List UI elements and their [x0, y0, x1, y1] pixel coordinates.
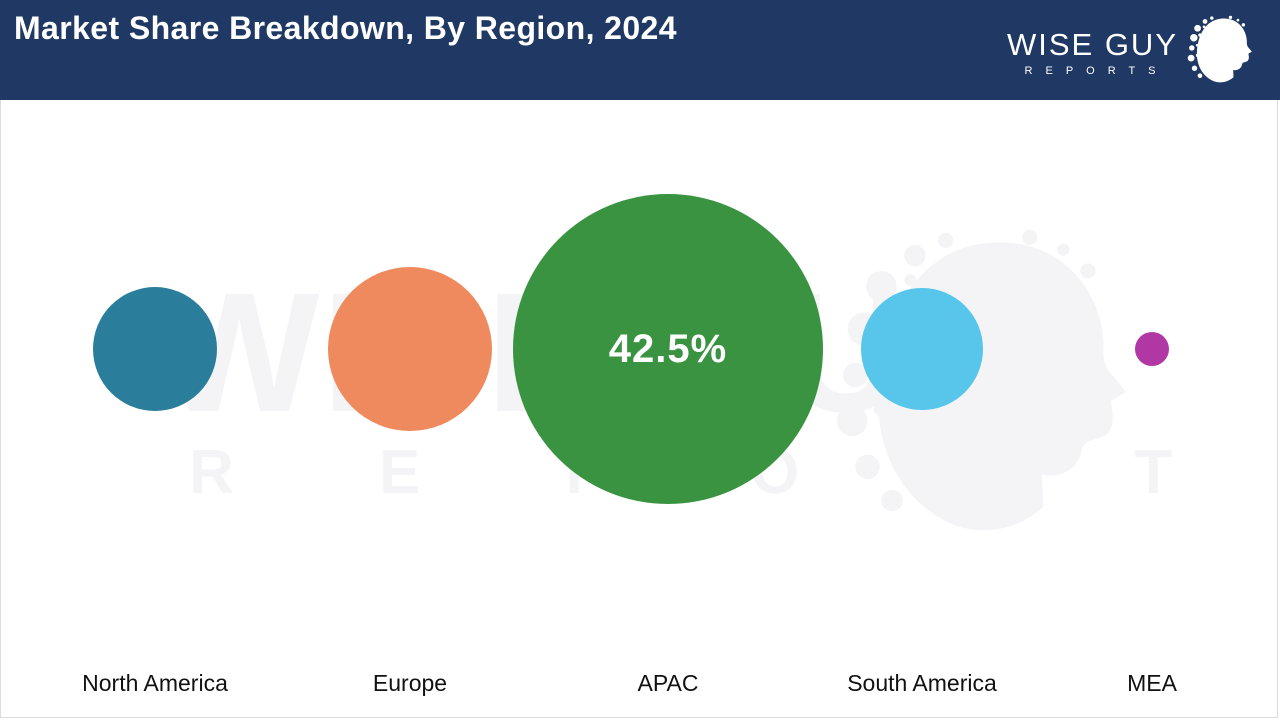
logo-wordmark: WISE GUY	[1006, 27, 1178, 63]
wise-guy-reports-logo: WISE GUY R E P O R T S	[1007, 14, 1258, 92]
chart-area: WISE GUY R E P O R T S 42.5% North Ameri…	[0, 100, 1280, 718]
bubble-north-america	[93, 287, 217, 411]
header-bar: Market Share Breakdown, By Region, 2024 …	[0, 0, 1280, 100]
category-label-apac: APAC	[637, 670, 699, 696]
category-label-south-america: South America	[847, 670, 997, 696]
bubble-south-america	[861, 288, 983, 410]
bubble-europe	[328, 267, 492, 431]
logo-head-icon	[1186, 14, 1258, 92]
bubble-layer: 42.5%	[1, 100, 1277, 717]
bubble-mea	[1135, 332, 1169, 366]
logo-text: WISE GUY R E P O R T S	[1007, 29, 1178, 77]
logo-subtext: R E P O R T S	[1024, 64, 1161, 77]
category-label-north-america: North America	[82, 670, 228, 696]
category-label-mea: MEA	[1127, 670, 1177, 696]
category-label-europe: Europe	[372, 670, 448, 696]
bubble-apac: 42.5%	[513, 194, 823, 504]
bubble-value-label-apac: 42.5%	[608, 326, 728, 371]
page-title: Market Share Breakdown, By Region, 2024	[14, 10, 677, 46]
